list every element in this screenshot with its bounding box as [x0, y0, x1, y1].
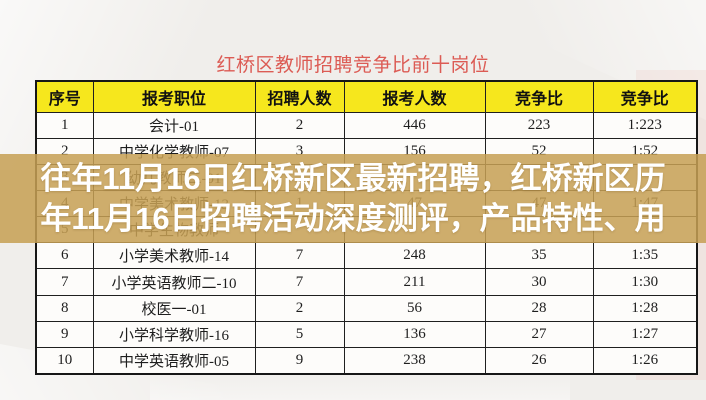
headline-line-2: 年11月16日招聘活动深度测评，产品特性、用 [40, 200, 666, 236]
table-cell: 35 [484, 242, 594, 270]
table-cell: 211 [343, 268, 486, 296]
table-cell: 56 [343, 294, 486, 322]
table-cell: 30 [484, 268, 594, 296]
table-cell: 8 [35, 294, 94, 322]
table-cell: 7 [254, 268, 345, 296]
table-cell: 5 [254, 320, 345, 348]
table-cell: 27 [484, 320, 594, 348]
table-body: 1会计-0124462231:2232中学化学教师-073156521:523幼… [35, 111, 698, 375]
table-cell: 26 [484, 346, 594, 375]
table-cell: 28 [484, 294, 594, 322]
table-cell: 223 [484, 111, 594, 140]
table-cell: 1:27 [592, 320, 698, 348]
table-cell: 1:26 [592, 346, 698, 375]
table-cell: 10 [35, 346, 94, 375]
column-header: 序号 [35, 80, 94, 113]
table-cell: 7 [35, 268, 94, 296]
table-cell: 校医一-01 [92, 294, 256, 322]
headline-line-1: 往年11月16日红桥新区最新招聘，红桥新区历 [40, 160, 666, 196]
headline-overlay-band: 往年11月16日红桥新区最新招聘，红桥新区历 年11月16日招聘活动深度测评，产… [0, 154, 706, 243]
page-title: 红桥区教师招聘竞争比前十岗位 [216, 55, 490, 76]
table-row: 6 小学美术教师-14 7 248 35 1:35 [35, 242, 698, 270]
table-cell: 9 [35, 320, 94, 348]
table-cell: 小学美术教师-14 [92, 242, 256, 270]
table-cell: 会计-01 [92, 111, 256, 140]
table-row: 1 会计-01 2 446 223 1:223 [35, 111, 698, 140]
table-cell: 小学英语教师二-10 [92, 268, 256, 296]
table-header-row: 序号 报考职位 招聘人数 报考人数 竞争比 竞争比 [35, 80, 698, 113]
table-cell: 1:223 [592, 111, 698, 140]
table-cell: 1:28 [592, 294, 698, 322]
table-row: 7 小学英语教师二-10 7 211 30 1:30 [35, 268, 698, 296]
table-row: 9 小学科学教师-16 5 136 27 1:27 [35, 320, 698, 348]
column-header: 招聘人数 [254, 80, 345, 113]
table-cell: 小学科学教师-16 [92, 320, 256, 348]
table-cell: 136 [343, 320, 486, 348]
table-cell: 1:30 [592, 268, 698, 296]
column-header: 报考人数 [343, 80, 486, 113]
table-cell: 1 [35, 111, 94, 140]
table-row: 10 中学英语教师-05 9 238 26 1:26 [35, 346, 698, 375]
table-cell: 2 [254, 294, 345, 322]
column-header: 竞争比 [592, 80, 698, 113]
table-row: 8 校医一-01 2 56 28 1:28 [35, 294, 698, 322]
table-cell: 248 [343, 242, 486, 270]
table-cell: 6 [35, 242, 94, 270]
column-header: 报考职位 [92, 80, 256, 113]
table-cell: 238 [343, 346, 486, 375]
table-cell: 446 [343, 111, 486, 140]
column-header: 竞争比 [484, 80, 594, 113]
table-cell: 9 [254, 346, 345, 375]
table-cell: 7 [254, 242, 345, 270]
table-cell: 1:35 [592, 242, 698, 270]
table-cell: 中学英语教师-05 [92, 346, 256, 375]
table-cell: 2 [254, 111, 345, 140]
